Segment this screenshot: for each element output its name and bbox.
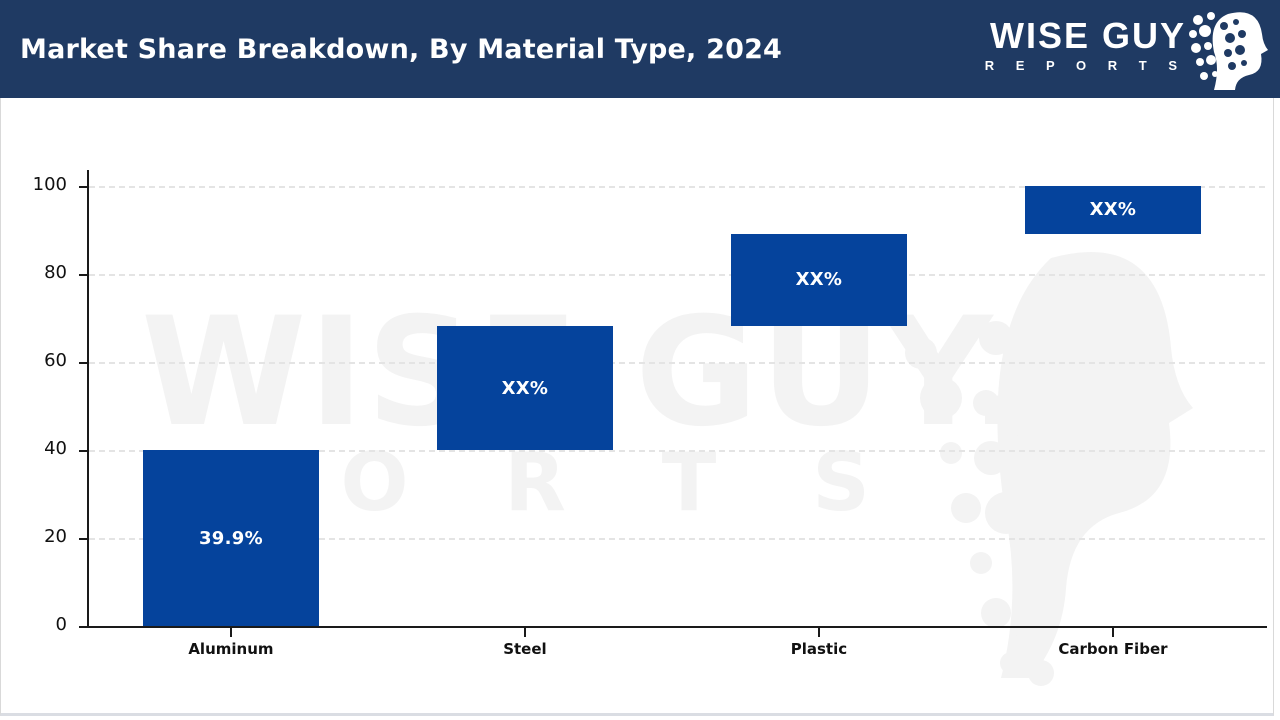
x-axis-line <box>87 626 1267 628</box>
gridline-80 <box>89 274 1265 276</box>
y-tick-label-40: 40 <box>44 438 67 459</box>
chart-title: Market Share Breakdown, By Material Type… <box>20 33 783 65</box>
x-tick-label-steel: Steel <box>503 640 547 658</box>
bar-carbon-fiber: XX% <box>1024 186 1201 234</box>
watermark-head-icon <box>905 252 1193 686</box>
y-tick-60 <box>79 362 88 364</box>
gridline-100 <box>89 186 1265 188</box>
head-silhouette-icon <box>1189 12 1268 91</box>
logo-wordmark: WISE GUY <box>989 15 1186 56</box>
bar-value-label: 39.9% <box>198 527 263 549</box>
bar-plastic: XX% <box>730 233 907 326</box>
y-tick-label-20: 20 <box>44 526 67 547</box>
bar-value-label: XX% <box>501 377 549 399</box>
x-tick-label-plastic: Plastic <box>790 640 848 658</box>
logo-text: WISE GUY R E P O R T S <box>984 15 1186 74</box>
gridline-60 <box>89 362 1265 364</box>
bar-value-label: XX% <box>795 269 843 291</box>
x-tick-aluminum <box>229 628 232 637</box>
gridline-40 <box>89 450 1265 452</box>
bar-steel: XX% <box>436 325 613 451</box>
x-tick-plastic <box>817 628 820 637</box>
x-tick-steel <box>523 628 526 637</box>
y-tick-label-0: 0 <box>55 614 67 635</box>
bar-aluminum: 39.9% <box>142 450 319 626</box>
y-tick-label-80: 80 <box>44 262 67 283</box>
y-tick-label-100: 100 <box>32 174 67 195</box>
y-tick-40 <box>79 450 88 452</box>
y-axis-line <box>87 170 89 628</box>
y-tick-80 <box>79 274 88 276</box>
chart-area: WISE GUY. P O R T S 39.9% XX% XX% XX% 0 20 40… <box>0 98 1274 716</box>
x-tick-label-aluminum: Aluminum <box>188 640 274 658</box>
logo-subtitle: R E P O R T S <box>984 58 1186 73</box>
y-tick-100 <box>79 186 88 188</box>
y-tick-0 <box>79 626 88 628</box>
gridline-20 <box>89 538 1265 540</box>
plot-region: 39.9% XX% XX% XX% <box>89 170 1265 626</box>
x-tick-label-carbon-fiber: Carbon Fiber <box>1058 640 1168 658</box>
wise-guy-logo: WISE GUY R E P O R T S <box>985 0 1272 98</box>
header-bar: Market Share Breakdown, By Material Type… <box>0 0 1280 98</box>
y-tick-20 <box>79 538 88 540</box>
y-tick-label-60: 60 <box>44 350 67 371</box>
x-tick-carbon-fiber <box>1111 628 1114 637</box>
bar-value-label: XX% <box>1089 199 1137 221</box>
